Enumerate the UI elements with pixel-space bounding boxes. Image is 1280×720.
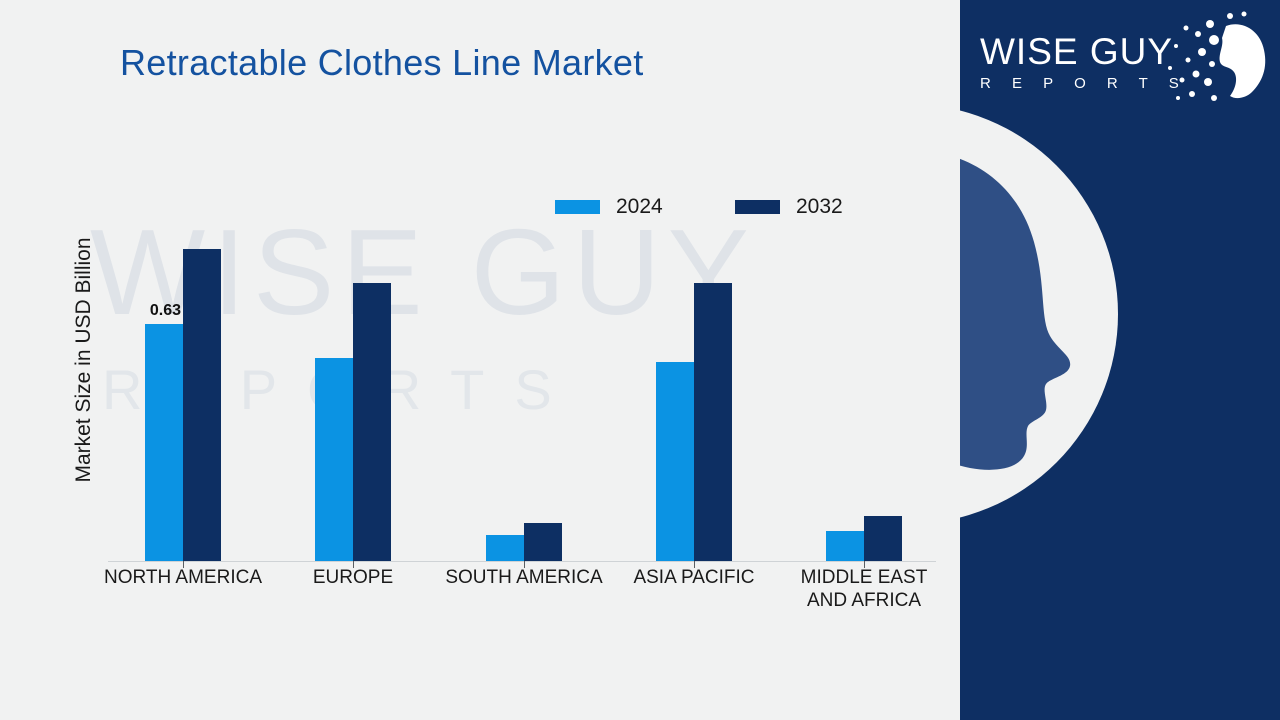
x-axis-line: [108, 561, 936, 562]
legend-label-2024: 2024: [616, 195, 663, 218]
bar-middle-east-and-africa-2024: [826, 531, 864, 561]
x-axis-label-north-america: NORTH AMERICA: [103, 567, 262, 588]
x-axis-label-asia-pacific: ASIA PACIFIC: [633, 567, 755, 588]
x-axis-tick: [183, 561, 184, 568]
head-silhouette-icon: [960, 158, 1071, 470]
legend-item-2024[interactable]: 2024: [555, 196, 663, 218]
bar-asia-pacific-2024: [656, 362, 694, 561]
x-axis-label-europe: EUROPE: [312, 567, 394, 588]
legend-swatch-2032: [735, 200, 780, 214]
bar-europe-2024: [315, 358, 353, 561]
bar-middle-east-and-africa-2032: [864, 516, 902, 561]
bar-north-america-2032: [183, 249, 221, 561]
x-axis-tick: [353, 561, 354, 568]
x-axis-tick: [864, 561, 865, 568]
legend-label-2032: 2032: [796, 195, 843, 218]
logo-head-dots-icon: [1168, 11, 1266, 101]
bars-layer: 0.63 NORTH AMERICA EUROPE SOUTH AMERICA ASIA…: [103, 249, 928, 611]
brand-logo: WISE GUY R E P O R T S: [980, 32, 1210, 112]
logo-sub-text: R E P O R T S: [980, 75, 1188, 92]
legend-swatch-2024: [555, 200, 600, 214]
legend-item-2032[interactable]: 2032: [735, 196, 843, 218]
x-axis-label-middle-east-and-africa: MIDDLE EAST AND AFRICA: [800, 567, 928, 611]
bar-europe-2032: [353, 283, 391, 561]
page-title: Retractable Clothes Line Market: [120, 42, 644, 83]
brand-panel: [960, 0, 1280, 720]
plot-area: Market Size in USD Billion 0.63 NORTH AME…: [72, 237, 936, 611]
x-axis-tick: [524, 561, 525, 568]
logo-main-text: WISE GUY: [980, 31, 1174, 72]
bar-south-america-2032: [524, 523, 562, 561]
bar-south-america-2024: [486, 535, 524, 561]
bar-value-label: 0.63: [149, 302, 181, 319]
bar-north-america-2024: [145, 324, 183, 561]
molecule-dot-pattern: [960, 150, 1080, 530]
bar-asia-pacific-2032: [694, 283, 732, 561]
x-axis-tick: [694, 561, 695, 568]
x-axis-label-south-america: SOUTH AMERICA: [445, 567, 603, 588]
